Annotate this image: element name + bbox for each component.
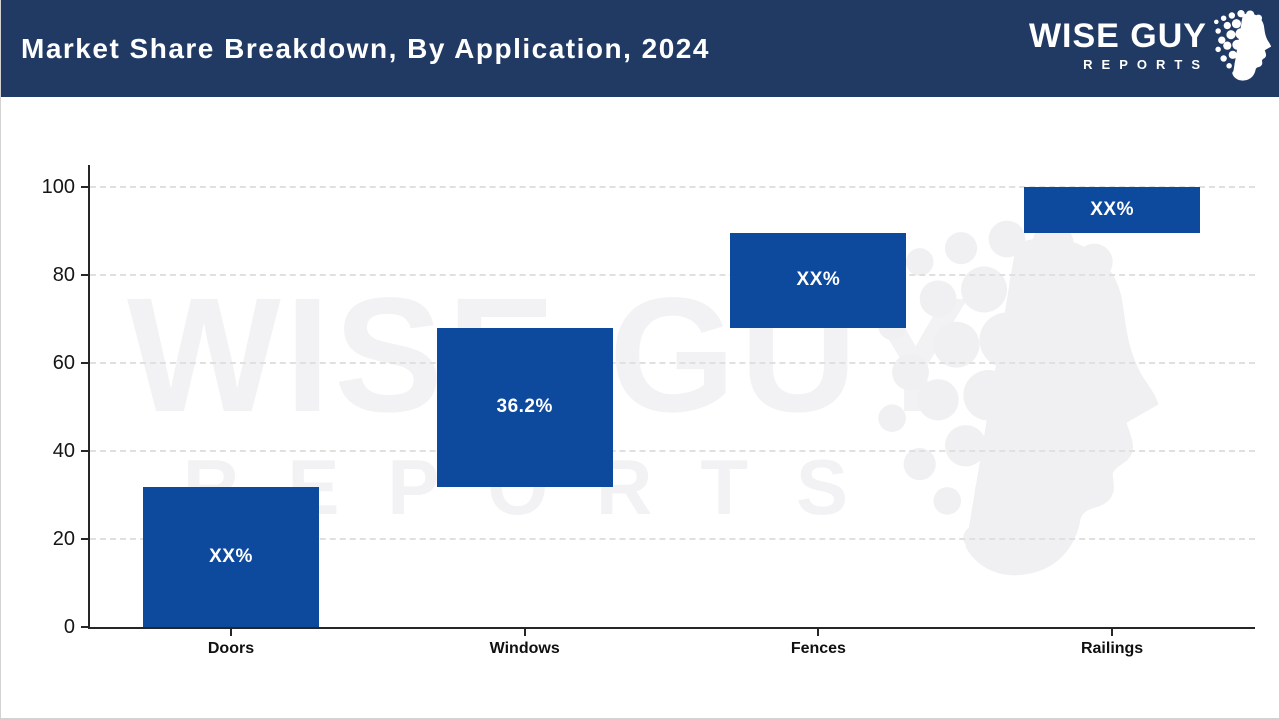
y-gridline	[90, 362, 1255, 364]
bar-doors: XX%	[143, 487, 319, 627]
page-title: Market Share Breakdown, By Application, …	[21, 32, 710, 64]
x-tick-mark	[1111, 629, 1114, 636]
watermark-face-icon	[871, 220, 1159, 576]
y-tick-mark	[81, 538, 90, 540]
bar-value-label: 36.2%	[496, 396, 553, 418]
logo-subtitle: REPORTS	[1083, 57, 1209, 72]
y-tick-mark	[81, 274, 90, 276]
y-tick-mark	[81, 450, 90, 452]
logo: WISE GUY REPORTS	[1013, 0, 1273, 97]
y-tick-label: 60	[52, 352, 75, 374]
bar-value-label: XX%	[1090, 199, 1134, 221]
x-axis-spine	[88, 627, 1255, 629]
x-axis-label: Railings	[1080, 640, 1144, 657]
y-tick-mark	[81, 362, 90, 364]
bar-value-label: XX%	[796, 269, 841, 291]
bar-windows: 36.2%	[436, 327, 613, 488]
y-tick-label: 20	[52, 528, 75, 550]
y-gridline	[90, 450, 1255, 452]
y-axis-spine	[88, 165, 90, 629]
x-tick-mark	[230, 629, 232, 636]
y-tick-label: 100	[41, 176, 75, 198]
y-tick-label: 40	[52, 440, 75, 462]
y-tick-mark	[81, 186, 90, 188]
x-tick-mark	[817, 629, 820, 636]
logo-face-icon	[1214, 10, 1272, 81]
bar-railings: XX%	[1024, 187, 1201, 234]
x-axis-label: Doors	[207, 640, 255, 657]
header: Market Share Breakdown, By Application, …	[1, 0, 1279, 97]
y-gridline	[90, 538, 1255, 540]
x-tick-mark	[523, 629, 526, 636]
bar-fences: XX%	[730, 233, 907, 328]
y-gridline	[90, 186, 1255, 188]
x-axis-label: Fences	[790, 640, 846, 657]
y-tick-mark	[81, 626, 90, 628]
y-tick-label: 0	[63, 616, 75, 638]
y-tick-label: 80	[52, 264, 75, 286]
logo-title: WISE GUY	[1028, 17, 1207, 55]
y-gridline	[90, 274, 1255, 276]
bar-value-label: XX%	[209, 546, 253, 568]
x-axis-label: Windows	[489, 640, 560, 657]
